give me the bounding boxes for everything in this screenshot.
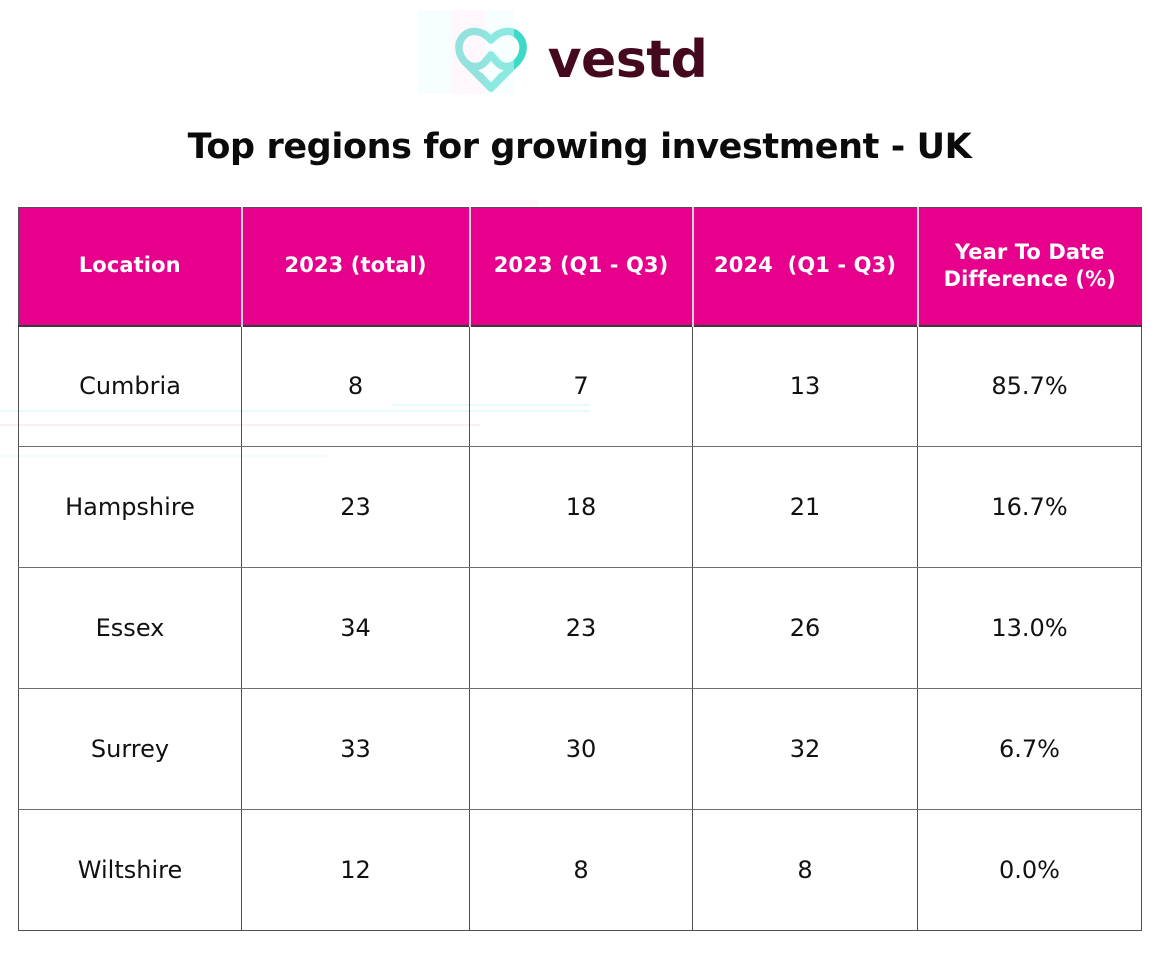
cell-2023-total: 8 bbox=[241, 325, 470, 447]
cell-2024-q1q3: 21 bbox=[692, 446, 918, 568]
cell-2024-q1q3: 32 bbox=[692, 688, 918, 810]
column-header-2024-q1-q3[interactable]: 2024 (Q1 - Q3) bbox=[692, 207, 919, 326]
column-header-2023-total[interactable]: 2023 (total) bbox=[241, 207, 471, 326]
brand-header: vestd bbox=[0, 0, 1159, 110]
investment-table-container: Location 2023 (total) 2023 (Q1 - Q3) 202… bbox=[18, 207, 1142, 931]
cell-2023-q1q3: 7 bbox=[469, 325, 693, 447]
cell-2023-total: 12 bbox=[241, 809, 470, 931]
cell-2023-total: 34 bbox=[241, 567, 470, 689]
table-row: Wiltshire 12 8 8 0.0% bbox=[18, 809, 1142, 931]
column-header-ytd-difference[interactable]: Year To Date Difference (%) bbox=[917, 207, 1142, 326]
table-body: Cumbria 8 7 13 85.7% Hampshire 23 18 21 … bbox=[18, 325, 1142, 931]
column-header-location[interactable]: Location bbox=[18, 207, 243, 326]
cell-2023-total: 33 bbox=[241, 688, 470, 810]
cell-ytd-diff: 0.0% bbox=[999, 856, 1060, 884]
cell-ytd-diff: 6.7% bbox=[917, 688, 1142, 810]
cell-location: Surrey bbox=[18, 688, 242, 810]
cell-2023-q1q3: 18 bbox=[469, 446, 693, 568]
column-header-2023-q1-q3[interactable]: 2023 (Q1 - Q3) bbox=[469, 207, 694, 326]
vestd-heart-logo-icon bbox=[454, 27, 527, 92]
cell-location: Hampshire bbox=[18, 446, 242, 568]
cell-2023-total: 23 bbox=[241, 446, 470, 568]
page-title: Top regions for growing investment - UK bbox=[187, 127, 972, 167]
table-header: Location 2023 (total) 2023 (Q1 - Q3) 202… bbox=[18, 207, 1142, 326]
cell-ytd-diff: 85.7% bbox=[917, 325, 1142, 447]
cell-2024-q1q3: 13 bbox=[692, 325, 918, 447]
cell-location: Cumbria bbox=[18, 325, 242, 447]
cell-2023-q1q3: 30 bbox=[469, 688, 693, 810]
cell-ytd-diff: 16.7% bbox=[917, 446, 1142, 568]
table-row: Cumbria 8 7 13 85.7% bbox=[18, 325, 1142, 447]
cell-2024-q1q3: 8 bbox=[692, 809, 918, 931]
table-row: Surrey 33 30 32 6.7% bbox=[18, 688, 1142, 810]
cell-location: Wiltshire bbox=[18, 809, 242, 931]
table-row: Hampshire 23 18 21 16.7% bbox=[18, 446, 1142, 568]
investment-table: Location 2023 (total) 2023 (Q1 - Q3) 202… bbox=[18, 207, 1142, 931]
capture-artifact bbox=[18, 200, 538, 206]
table-row: Essex 34 23 26 13.0% bbox=[18, 567, 1142, 689]
cell-ytd-diff: 13.0% bbox=[917, 567, 1142, 689]
cell-2024-q1q3: 26 bbox=[692, 567, 918, 689]
cell-2023-q1q3: 8 bbox=[469, 809, 693, 931]
cell-location: Essex bbox=[18, 567, 242, 689]
table-header-row: Location 2023 (total) 2023 (Q1 - Q3) 202… bbox=[18, 207, 1142, 326]
brand-wordmark: vestd bbox=[547, 30, 708, 90]
cell-2023-q1q3: 23 bbox=[469, 567, 693, 689]
